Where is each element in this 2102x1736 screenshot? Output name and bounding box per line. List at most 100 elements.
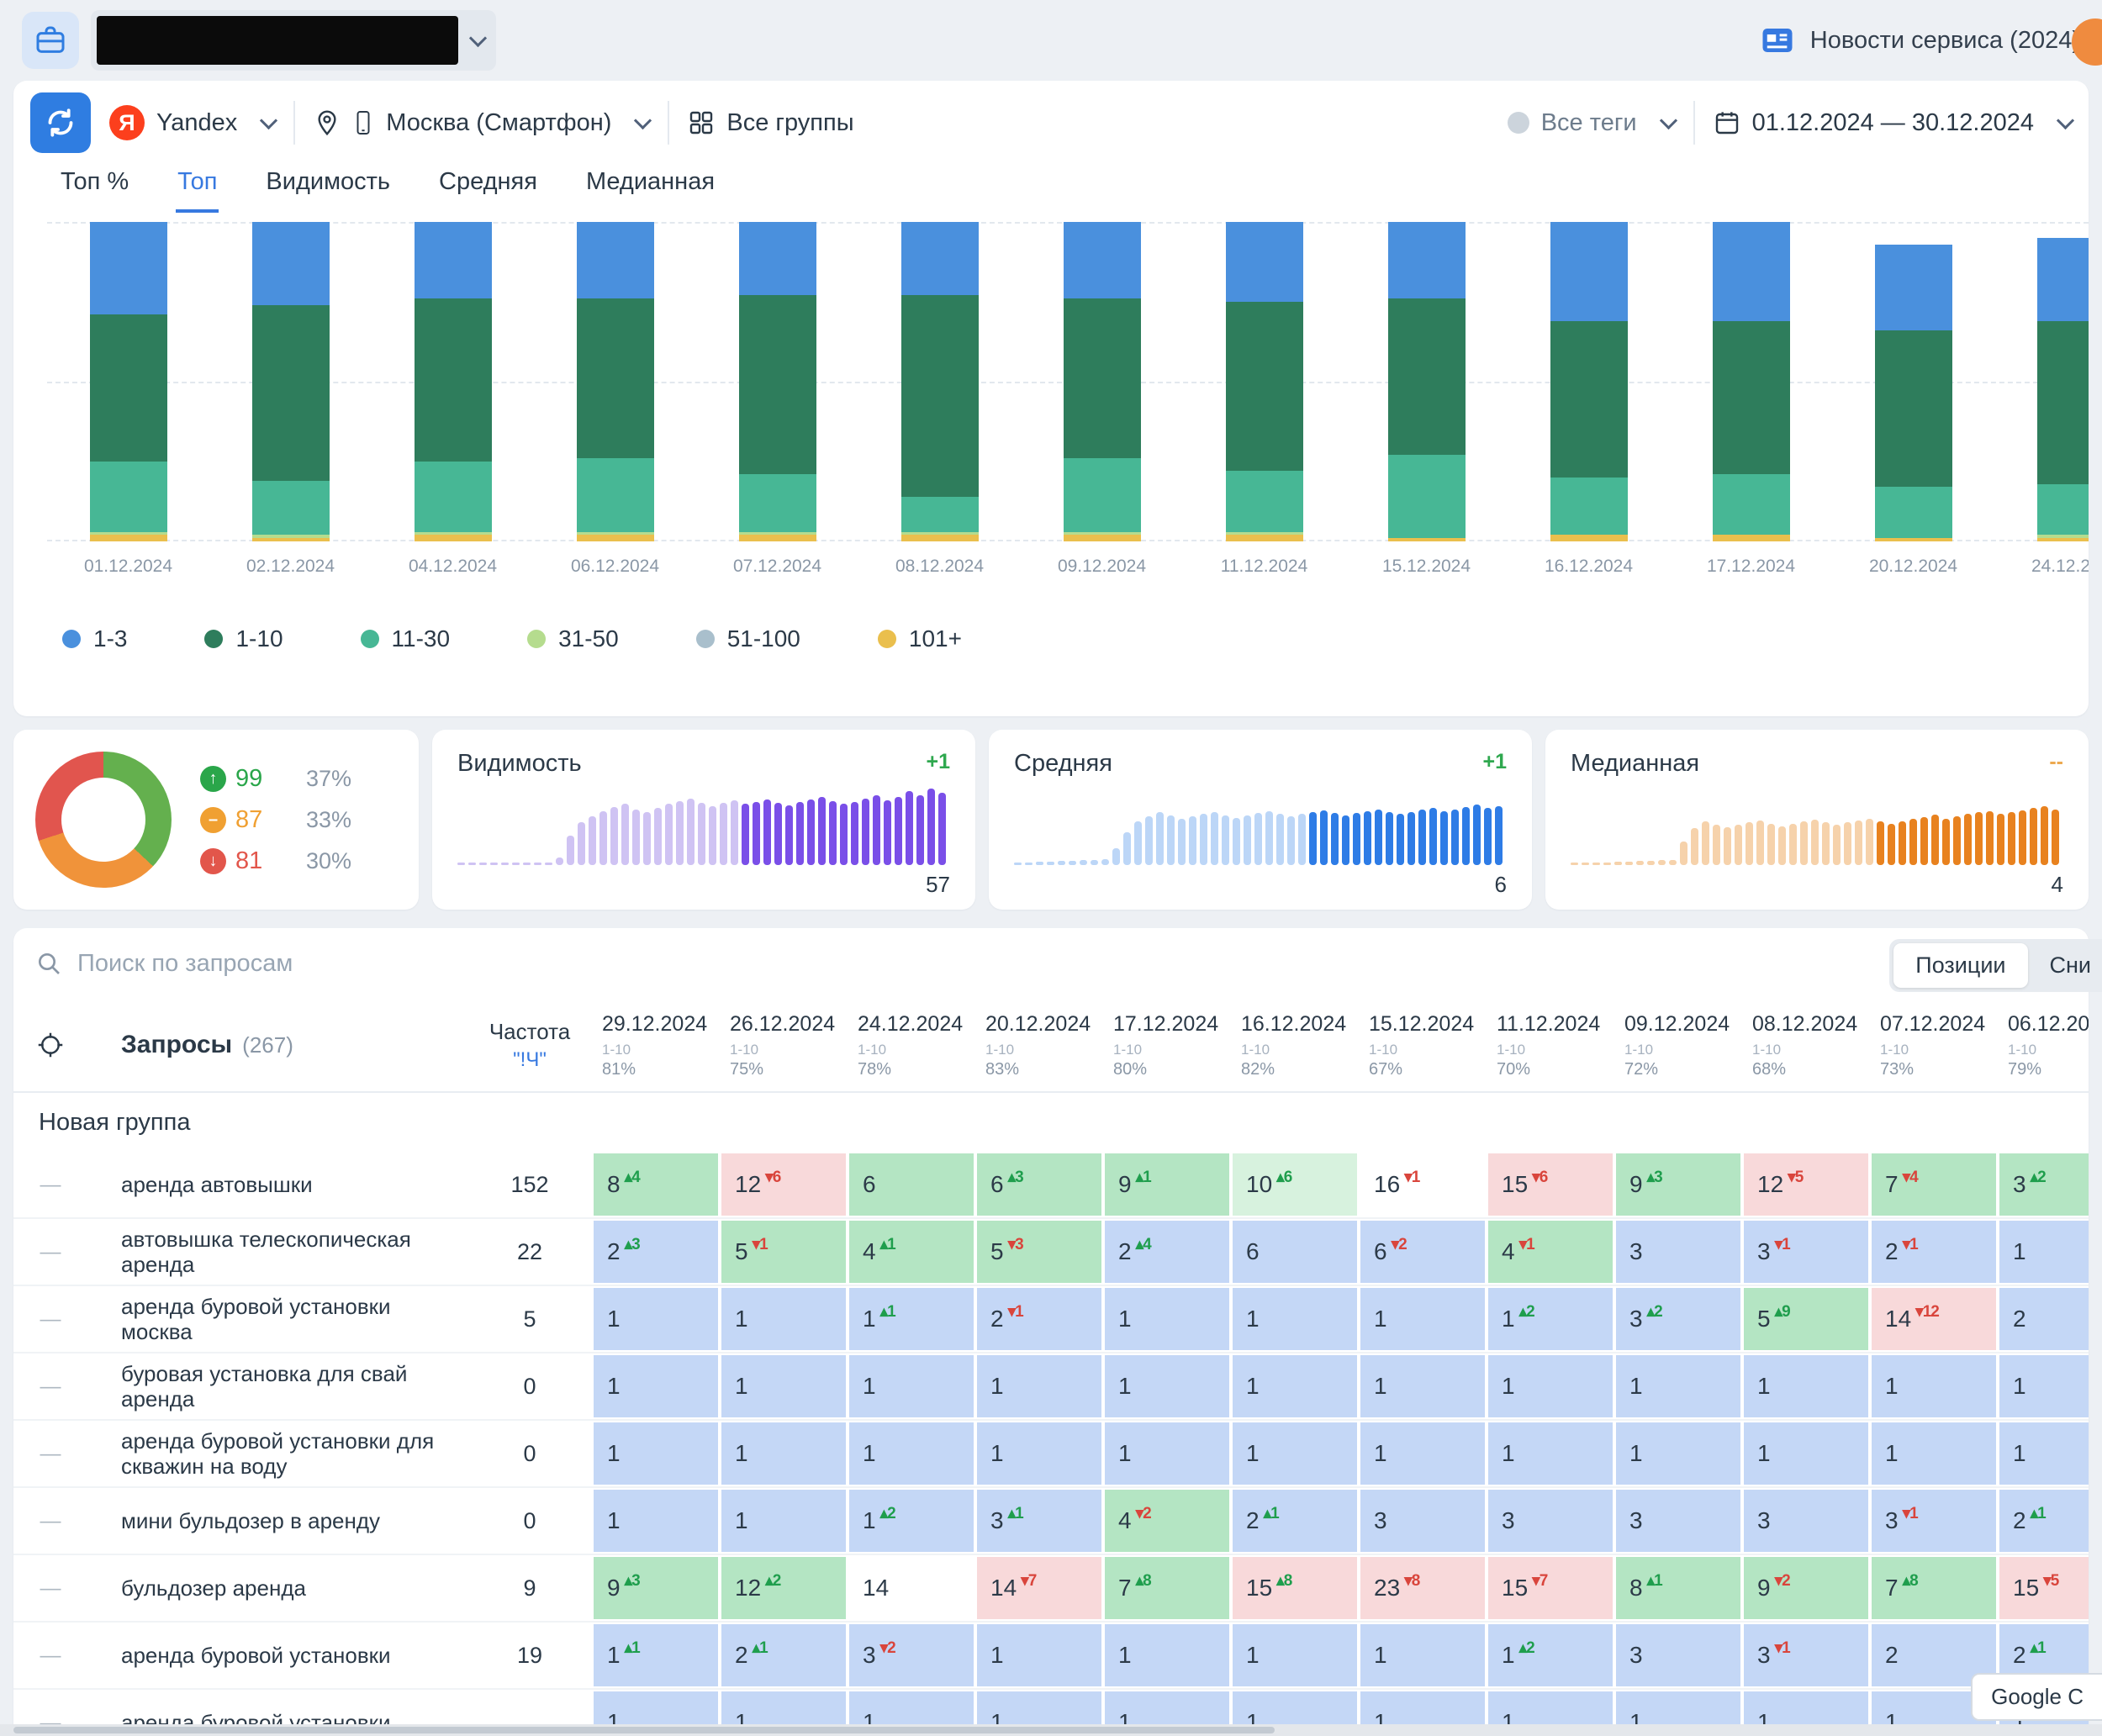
column-header-date[interactable]: 06.12.2024 1-10 79% [1998,999,2089,1091]
tab-Медианная[interactable]: Медианная [585,168,716,195]
position-cell[interactable]: 2 ▾1 [975,1286,1103,1352]
position-cell[interactable]: 6 ▴3 [975,1152,1103,1217]
query-cell[interactable]: аренда буровой установки для скважин на … [121,1428,435,1479]
position-cell[interactable]: 8 ▴4 [592,1152,720,1217]
position-cell[interactable]: 9 ▴3 [1614,1152,1742,1217]
position-cell[interactable]: 1 [975,1353,1103,1419]
position-cell[interactable]: 5 ▾1 [720,1219,848,1285]
position-cell[interactable]: 8 ▴1 [1614,1555,1742,1621]
position-cell[interactable]: 12 ▾6 [720,1152,848,1217]
position-cell[interactable]: 1 [720,1488,848,1554]
legend-item-51-100[interactable]: 51-100 [695,625,800,652]
position-cell[interactable]: 15 ▾7 [1487,1555,1614,1621]
position-cell[interactable]: 2 ▾1 [1870,1219,1998,1285]
position-cell[interactable]: 3 [1359,1488,1487,1554]
column-header-date[interactable]: 24.12.2024 1-10 78% [848,999,975,1091]
date-range-selector[interactable]: 01.12.2024 — 30.12.2024 [1714,109,2075,137]
position-cell[interactable]: 2 [1998,1286,2089,1352]
position-cell[interactable]: 15 ▴8 [1231,1555,1359,1621]
position-cell[interactable]: 9 ▾2 [1742,1555,1870,1621]
row-handle[interactable]: — [40,1374,61,1398]
position-cell[interactable]: 1 [1359,1286,1487,1352]
column-header-date[interactable]: 26.12.2024 1-10 75% [720,999,848,1091]
position-cell[interactable]: 1 [592,1286,720,1352]
position-cell[interactable]: 1 [1359,1353,1487,1419]
position-cell[interactable]: 1 [1231,1623,1359,1688]
position-cell[interactable]: 1 [1231,1421,1359,1486]
tab-Видимость[interactable]: Видимость [266,168,391,195]
column-header-date[interactable]: 11.12.2024 1-10 70% [1487,999,1614,1091]
position-cell[interactable]: 1 ▴2 [848,1488,975,1554]
position-cell[interactable]: 1 [848,1353,975,1419]
position-cell[interactable]: 5 ▾3 [975,1219,1103,1285]
position-cell[interactable]: 12 ▴2 [720,1555,848,1621]
position-cell[interactable]: 6 ▾2 [1359,1219,1487,1285]
position-cell[interactable]: 1 [1487,1421,1614,1486]
position-cell[interactable]: 2 ▴3 [592,1219,720,1285]
position-cell[interactable]: 4 ▾2 [1103,1488,1231,1554]
position-cell[interactable]: 1 [1487,1353,1614,1419]
position-cell[interactable]: 7 ▴8 [1870,1555,1998,1621]
position-cell[interactable]: 1 [1998,1219,2089,1285]
position-cell[interactable]: 1 ▴1 [848,1286,975,1352]
position-cell[interactable]: 1 [592,1421,720,1486]
row-handle[interactable]: — [40,1172,61,1196]
position-cell[interactable]: 3 ▴2 [1998,1152,2089,1217]
chart-bar[interactable] [372,222,534,541]
position-cell[interactable]: 1 [592,1488,720,1554]
projects-button[interactable] [22,12,79,69]
query-cell[interactable]: аренда автовышки [121,1172,313,1197]
tab-Топ %[interactable]: Топ % [61,168,129,195]
position-cell[interactable]: 2 ▴1 [720,1623,848,1688]
legend-item-11-30[interactable]: 11-30 [360,625,450,652]
search-engine-selector[interactable]: Я Yandex [109,105,278,140]
legend-item-1-3[interactable]: 1-3 [62,625,127,652]
groups-selector[interactable]: Все группы [688,109,854,137]
position-cell[interactable]: 3 ▾2 [848,1623,975,1688]
position-cell[interactable]: 3 [1614,1488,1742,1554]
frequency-header[interactable]: Частота "!Ч" [467,999,592,1091]
position-cell[interactable]: 9 ▴3 [592,1555,720,1621]
position-cell[interactable]: 1 [720,1286,848,1352]
target-icon[interactable] [13,999,87,1091]
position-cell[interactable]: 1 [1359,1421,1487,1486]
position-cell[interactable]: 4 ▴1 [848,1219,975,1285]
position-cell[interactable]: 3 ▾1 [1742,1219,1870,1285]
row-handle[interactable]: — [40,1239,61,1264]
position-cell[interactable]: 6 [848,1152,975,1217]
position-cell[interactable]: 1 [592,1353,720,1419]
position-cell[interactable]: 2 ▴4 [1103,1219,1231,1285]
position-cell[interactable]: 14 ▾7 [975,1555,1103,1621]
position-cell[interactable]: 3 ▾1 [1742,1623,1870,1688]
position-cell[interactable]: 3 ▾1 [1870,1488,1998,1554]
position-cell[interactable]: 3 [1614,1623,1742,1688]
position-cell[interactable]: 1 [1103,1623,1231,1688]
position-cell[interactable]: 1 [1231,1286,1359,1352]
row-handle[interactable]: — [40,1306,61,1331]
position-cell[interactable]: 5 ▴9 [1742,1286,1870,1352]
column-header-date[interactable]: 07.12.2024 1-10 73% [1870,999,1998,1091]
horizontal-scrollbar[interactable] [0,1724,2102,1736]
position-cell[interactable]: 12 ▾5 [1742,1152,1870,1217]
position-cell[interactable]: 15 ▾6 [1487,1152,1614,1217]
chart-bar[interactable] [1021,222,1183,541]
position-cell[interactable]: 16 ▾1 [1359,1152,1487,1217]
position-cell[interactable]: 3 ▴1 [975,1488,1103,1554]
column-header-date[interactable]: 08.12.2024 1-10 68% [1742,999,1870,1091]
position-cell[interactable]: 3 [1614,1219,1742,1285]
position-cell[interactable]: 1 [1742,1353,1870,1419]
position-cell[interactable]: 10 ▴6 [1231,1152,1359,1217]
position-cell[interactable]: 1 [720,1353,848,1419]
region-selector[interactable]: Москва (Смартфон) [314,109,652,137]
chart-bar[interactable] [534,222,696,541]
position-cell[interactable]: 14 ▾12 [1870,1286,1998,1352]
query-cell[interactable]: аренда буровой установки [121,1643,391,1668]
chart-bar[interactable] [1832,222,1994,541]
query-cell[interactable]: буровая установка для свай аренда [121,1361,408,1411]
legend-item-31-50[interactable]: 31-50 [527,625,619,652]
view-button-Сни[interactable]: Сни [2049,952,2092,978]
chart-bar[interactable] [696,222,858,541]
position-cell[interactable]: 1 [1742,1421,1870,1486]
position-cell[interactable]: 1 [1359,1623,1487,1688]
column-header-date[interactable]: 16.12.2024 1-10 82% [1231,999,1359,1091]
